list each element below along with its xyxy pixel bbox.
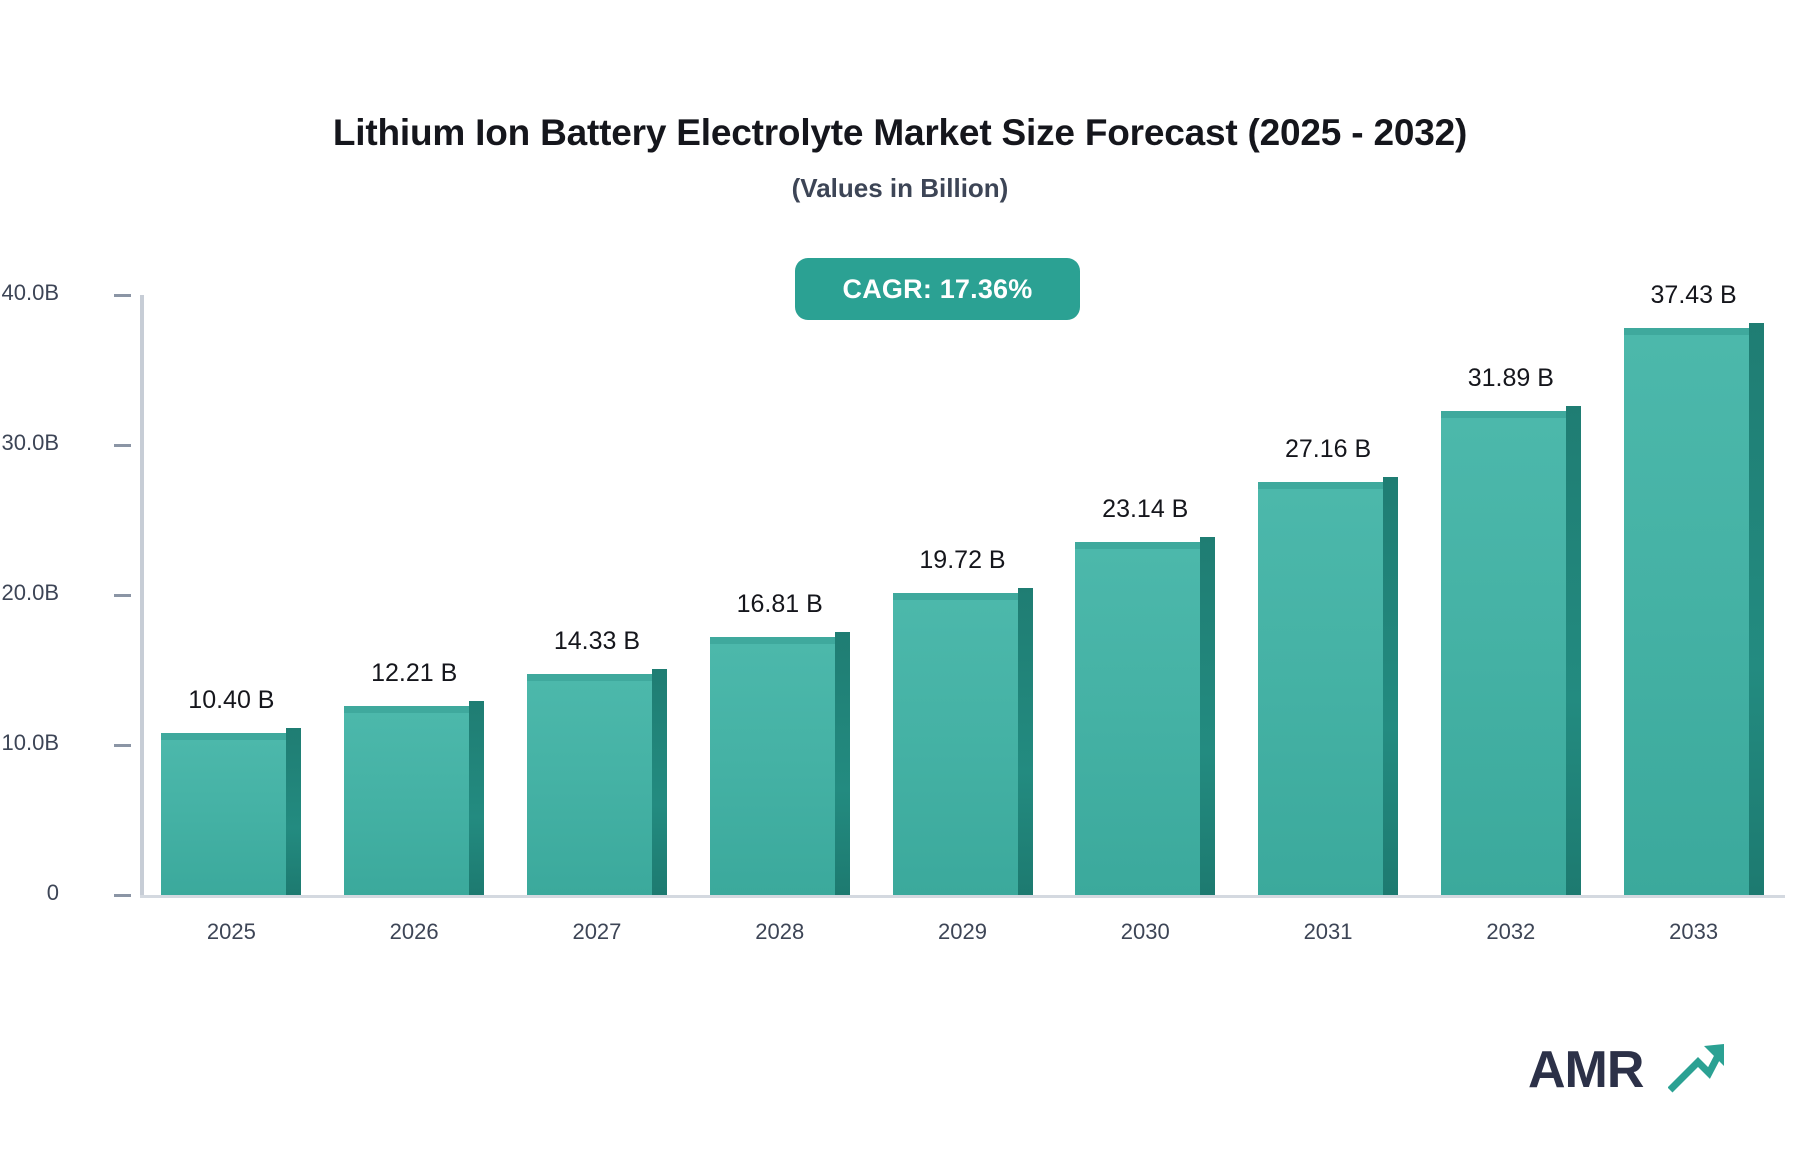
y-axis-tick-label: 40.0B — [1, 280, 60, 305]
bar-side-face — [286, 728, 302, 895]
bar-front-face — [161, 739, 287, 895]
bar-top-face — [161, 733, 287, 740]
y-axis-tick-mark — [114, 594, 131, 597]
trend-up-arrow-icon — [1667, 1042, 1726, 1099]
bar-side-face — [651, 669, 667, 895]
bar-value-label: 16.81 B — [736, 589, 823, 618]
bar-top-face — [1075, 541, 1201, 549]
page-title: Lithium Ion Battery Electrolyte Market S… — [332, 112, 1468, 153]
bar-front-face — [1075, 547, 1201, 895]
x-axis-tick-label: 2032 — [1486, 919, 1536, 944]
bar-2027[interactable] — [526, 669, 667, 895]
bar-2029[interactable] — [892, 588, 1033, 895]
x-axis-tick-label: 2026 — [389, 919, 439, 944]
bar-side-face — [1565, 405, 1581, 895]
x-axis-tick-label: 2027 — [572, 919, 622, 944]
bar-value-label: 23.14 B — [1102, 494, 1189, 523]
x-axis-tick-label: 2025 — [206, 919, 256, 944]
bar-side-face — [834, 631, 850, 895]
bar-front-face — [1623, 333, 1749, 895]
cagr-badge: CAGR: 17.36% — [795, 258, 1080, 320]
bar-value-label: 14.33 B — [553, 627, 641, 656]
bar-2025[interactable] — [161, 728, 302, 895]
x-axis-tick-label: 2030 — [1120, 919, 1170, 944]
x-axis-tick-label: 2033 — [1669, 919, 1719, 944]
bar-front-face — [344, 711, 470, 895]
x-axis-tick-label: 2028 — [755, 919, 805, 944]
bar-top-face — [1440, 410, 1566, 418]
bar-top-face — [1258, 481, 1384, 489]
bar-top-face — [1623, 327, 1749, 335]
page-subtitle: (Values in Billion) — [791, 173, 1009, 203]
bar-value-label: 27.16 B — [1284, 434, 1372, 463]
bar-top-face — [344, 705, 470, 713]
bar-2030[interactable] — [1075, 536, 1216, 895]
bar-side-face — [1383, 476, 1399, 895]
bar-top-face — [892, 593, 1018, 601]
y-axis-tick-mark — [114, 444, 131, 447]
x-axis-tick-label: 2029 — [938, 919, 987, 944]
bar-front-face — [892, 599, 1018, 895]
bar-top-face — [526, 674, 652, 682]
bar-top-face — [709, 636, 835, 644]
y-axis-tick-mark — [114, 294, 131, 297]
y-axis-tick-label: 0 — [46, 880, 59, 905]
bar-side-face — [1017, 588, 1033, 895]
bar-front-face — [709, 642, 835, 895]
bar-value-label: 12.21 B — [371, 658, 458, 687]
chart-plot-area: 0 10.0B 20.0B 30.0B 40.0B 10.40 B 12.21 B 14.3… — [2, 280, 1785, 944]
bar-front-face — [1440, 416, 1566, 895]
y-axis-line — [140, 295, 144, 895]
bar-front-face — [526, 680, 652, 895]
y-axis-tick-mark — [114, 744, 131, 747]
bar-2031[interactable] — [1258, 476, 1399, 895]
bar-value-label: 31.89 B — [1467, 363, 1554, 392]
y-axis-tick-label: 30.0B — [1, 430, 60, 455]
bar-value-label: 10.40 B — [188, 686, 275, 714]
y-axis-tick-label: 20.0B — [1, 580, 60, 605]
bar-front-face — [1258, 487, 1384, 895]
y-axis-tick-label: 10.0B — [1, 730, 60, 755]
cagr-badge-label: CAGR: 17.36% — [842, 273, 1033, 304]
amr-logo-text: AMR — [1528, 1041, 1644, 1099]
x-axis-tick-label: 2031 — [1303, 919, 1353, 944]
bar-2032[interactable] — [1440, 405, 1581, 895]
bar-2026[interactable] — [344, 700, 485, 895]
bar-value-label: 19.72 B — [919, 546, 1006, 575]
bar-side-face — [1748, 322, 1764, 895]
y-axis-tick-mark — [114, 894, 131, 897]
amr-logo: AMR — [1528, 1040, 1728, 1110]
bar-value-label: 37.43 B — [1650, 280, 1737, 309]
bar-side-face — [1200, 536, 1216, 895]
bar-2033[interactable] — [1623, 322, 1764, 895]
x-axis-line — [140, 895, 1785, 898]
bar-2028[interactable] — [709, 631, 850, 895]
bar-side-face — [469, 700, 485, 895]
